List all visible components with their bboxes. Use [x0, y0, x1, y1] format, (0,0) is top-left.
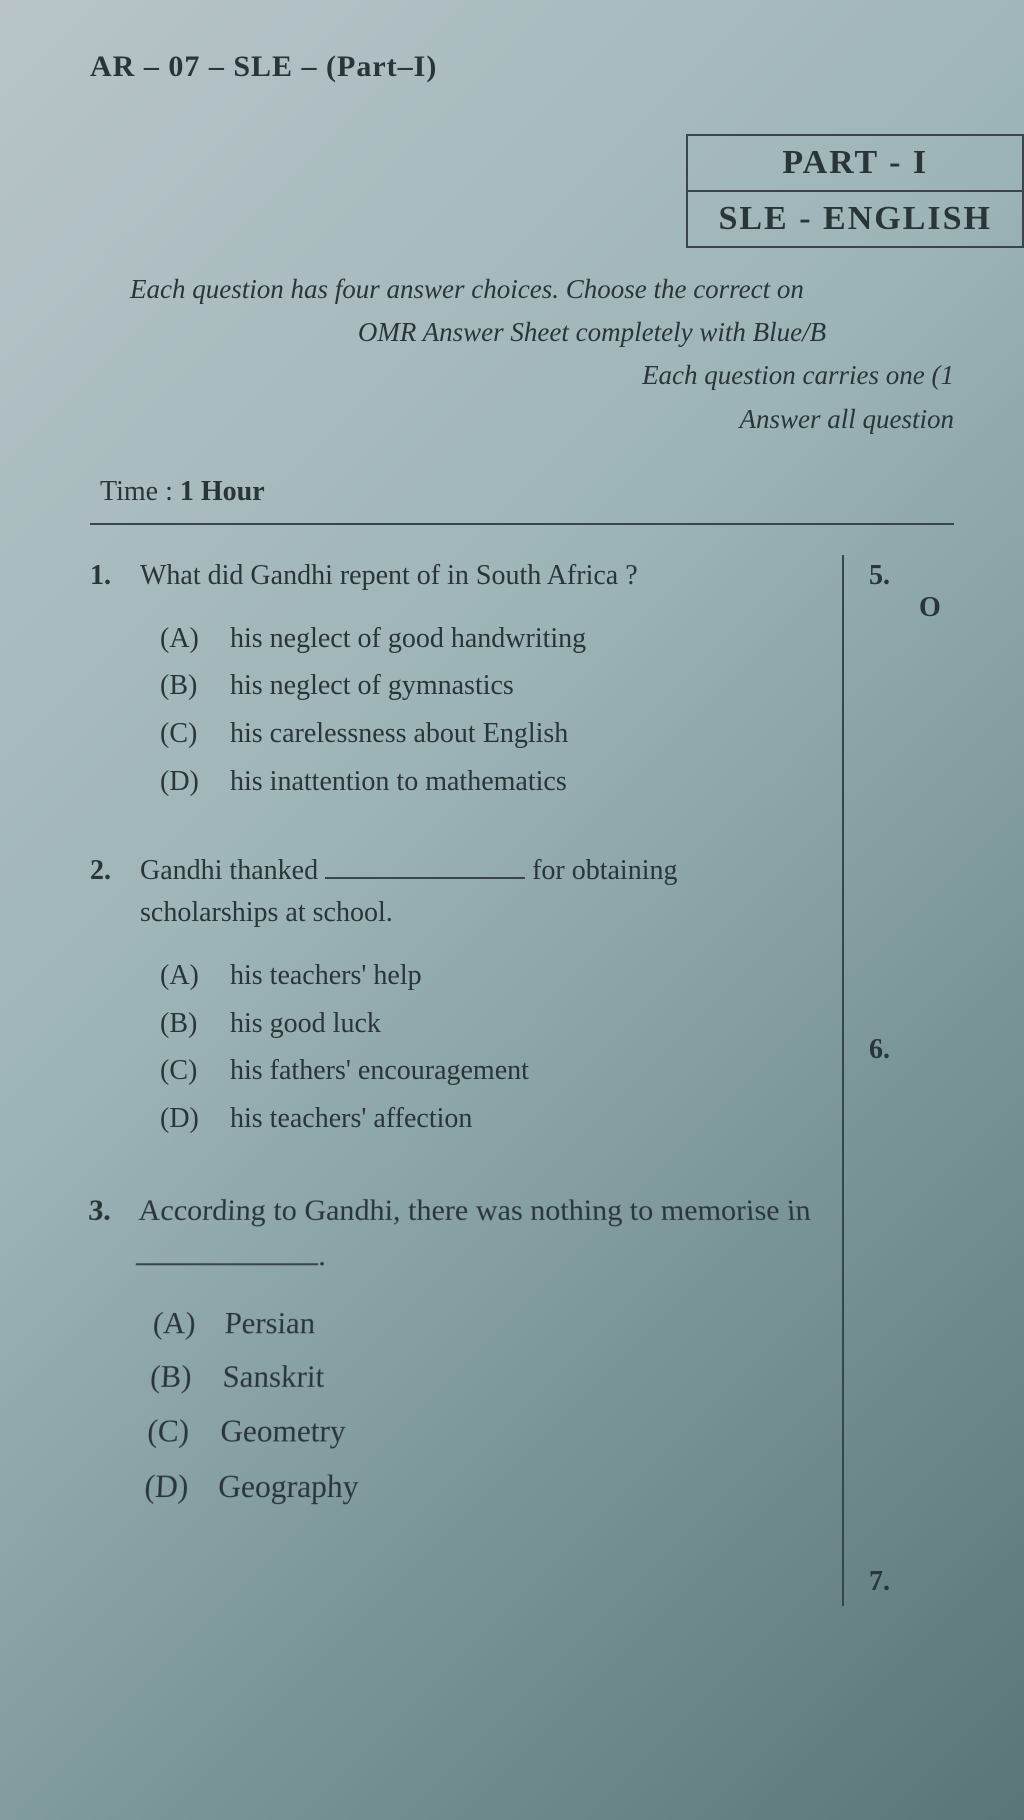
option-a: (A) Persian	[80, 1296, 828, 1349]
option-label: (C)	[146, 1403, 221, 1458]
option-label: (A)	[160, 615, 230, 663]
option-label: (A)	[152, 1296, 226, 1349]
option-d: (D) Geography	[69, 1458, 838, 1514]
part-title: PART - I	[688, 136, 1022, 192]
instruction-line-2: OMR Answer Sheet completely with Blue/B	[130, 311, 954, 354]
question-text: According to Gandhi, there was nothing t…	[135, 1188, 823, 1279]
instructions-block: Each question has four answer choices. C…	[90, 268, 954, 441]
subject-title: SLE - ENGLISH	[688, 192, 1022, 246]
option-label: (C)	[160, 1047, 230, 1095]
option-text: his teachers' help	[230, 952, 422, 1000]
option-text: his good luck	[230, 1000, 381, 1048]
option-label: (D)	[143, 1458, 219, 1514]
option-label: (C)	[160, 710, 230, 758]
option-text: his teachers' affection	[230, 1095, 472, 1143]
right-column: 5. O 6. 7.	[844, 555, 954, 1606]
option-label: (A)	[160, 952, 230, 1000]
question-number: 3.	[84, 1188, 140, 1279]
question-1: 1. What did Gandhi repent of in South Af…	[90, 555, 817, 805]
question-5-partial: O	[919, 592, 941, 623]
option-d: (D) his inattention to mathematics	[90, 758, 817, 806]
exam-code: AR – 07 – SLE – (Part–I)	[90, 50, 954, 84]
content-area: 1. What did Gandhi repent of in South Af…	[90, 555, 954, 1606]
question-5-num: 5. O	[869, 560, 954, 624]
option-b: (B) Sanskrit	[76, 1349, 831, 1403]
option-text: Persian	[224, 1296, 316, 1349]
option-c: (C) Geometry	[73, 1403, 835, 1458]
option-text: Geography	[217, 1458, 359, 1514]
question-text: What did Gandhi repent of in South Afric…	[140, 555, 817, 597]
option-a: (A) his teachers' help	[90, 952, 817, 1000]
time-value: 1 Hour	[180, 476, 265, 507]
option-b: (B) his good luck	[90, 1000, 817, 1048]
option-text: Sanskrit	[222, 1349, 325, 1403]
question-text: Gandhi thanked for obtaining scholarship…	[140, 850, 817, 934]
option-text: his neglect of good handwriting	[230, 615, 586, 663]
option-text: Geometry	[219, 1403, 346, 1458]
option-label: (B)	[160, 662, 230, 710]
option-label: (B)	[149, 1349, 224, 1403]
questions-column: 1. What did Gandhi repent of in South Af…	[90, 555, 844, 1606]
fill-blank	[136, 1240, 319, 1264]
time-row: Time : 1 Hour	[90, 476, 954, 508]
option-label: (D)	[160, 758, 230, 806]
option-label: (B)	[160, 1000, 230, 1048]
divider	[90, 523, 954, 525]
question-3: 3. According to Gandhi, there was nothin…	[69, 1188, 838, 1515]
option-label: (D)	[160, 1095, 230, 1143]
option-text: his inattention to mathematics	[230, 758, 567, 806]
instruction-line-4: Answer all question	[130, 398, 954, 441]
option-text: his carelessness about English	[230, 710, 568, 758]
option-c: (C) his fathers' encouragement	[90, 1047, 817, 1095]
option-d: (D) his teachers' affection	[90, 1095, 817, 1143]
question-number: 2.	[90, 850, 140, 934]
question-6-num: 6.	[869, 1034, 954, 1066]
question-7-num: 7.	[869, 1566, 954, 1598]
fill-blank	[325, 855, 525, 879]
option-b: (B) his neglect of gymnastics	[90, 662, 817, 710]
option-text: his neglect of gymnastics	[230, 662, 514, 710]
time-label: Time :	[100, 476, 180, 507]
part-box: PART - I SLE - ENGLISH	[686, 134, 1024, 248]
instruction-line-3: Each question carries one (1	[130, 354, 954, 397]
option-a: (A) his neglect of good handwriting	[90, 615, 817, 663]
option-c: (C) his carelessness about English	[90, 710, 817, 758]
option-text: his fathers' encouragement	[230, 1047, 529, 1095]
instruction-line-1: Each question has four answer choices. C…	[130, 268, 954, 311]
question-2: 2. Gandhi thanked for obtaining scholars…	[90, 850, 817, 1142]
question-number: 1.	[90, 555, 140, 597]
